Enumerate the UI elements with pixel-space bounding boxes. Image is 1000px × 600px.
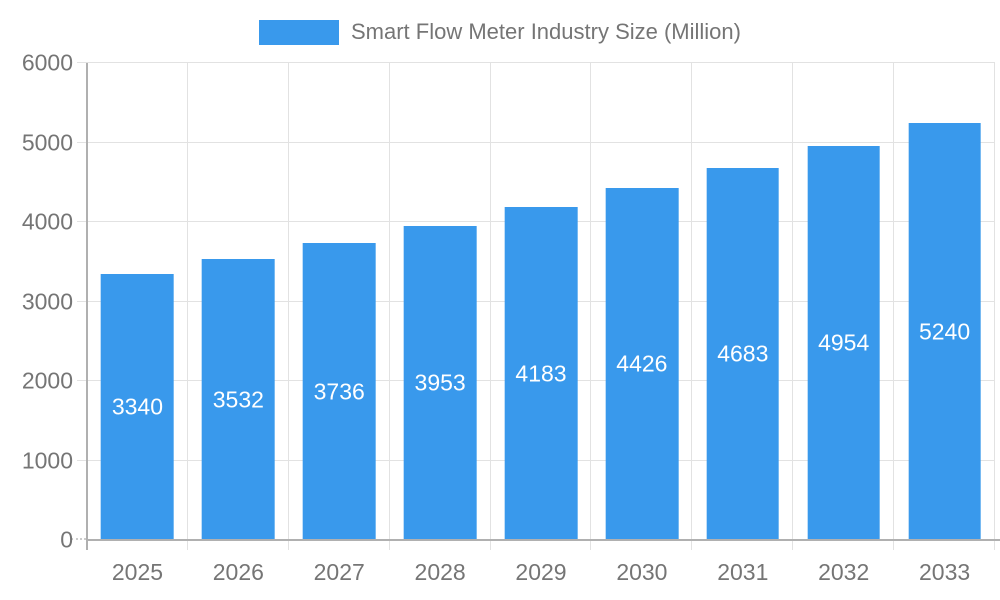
y-axis-line: [86, 63, 88, 550]
bar-2027[interactable]: 3736: [302, 243, 376, 540]
v-gridline: [893, 63, 895, 550]
y-axis-tick-label: 1000: [21, 447, 73, 474]
x-axis-tick-label: 2033: [918, 559, 971, 585]
category-2030: 4426 2030: [591, 63, 692, 585]
bar-series: 3340 2025 3532 2026 3736 2027 3953 2028 4183 2029…: [87, 63, 995, 585]
bar-value-label: 3953: [414, 369, 466, 396]
v-gridline: [186, 63, 188, 550]
x-axis-tick-label: 2027: [313, 559, 365, 585]
bar-value-label: 4426: [616, 350, 668, 377]
x-axis-tick-label: 2025: [111, 559, 164, 585]
chart-legend[interactable]: Smart Flow Meter Industry Size (Million): [0, 19, 1000, 45]
bar-value-label: 3340: [111, 393, 164, 420]
bar-2030[interactable]: 4426: [605, 188, 679, 540]
bar-value-label: 3532: [212, 386, 264, 413]
h-gridline: [77, 62, 995, 63]
bar-2031[interactable]: 4683: [706, 167, 780, 540]
y-axis-tick-label: 5000: [21, 129, 73, 155]
bar-value-label: 4683: [717, 340, 769, 367]
v-gridline: [792, 63, 794, 550]
y-axis-tick-label: 0: [60, 526, 73, 553]
x-axis-tick-label: 2030: [616, 559, 668, 585]
x-axis-tick-label: 2032: [818, 559, 870, 585]
bar-value-label: 3736: [313, 378, 365, 404]
category-2033: 5240 2033: [894, 63, 995, 585]
bar-value-label: 4183: [515, 360, 567, 387]
bar-value-label: 5240: [918, 318, 971, 345]
y-axis-tick-label: 3000: [21, 288, 73, 314]
category-2029: 4183 2029: [491, 63, 592, 585]
y-axis-tick-label: 6000: [21, 49, 73, 76]
v-gridline: [994, 63, 995, 550]
legend-color-swatch-icon: [259, 19, 339, 45]
category-2032: 4954 2032: [793, 63, 894, 585]
category-2031: 4683 2031: [692, 63, 793, 585]
legend-label: Smart Flow Meter Industry Size (Million): [351, 19, 741, 44]
bar-value-label: 4954: [818, 329, 870, 356]
category-2026: 3532 2026: [188, 63, 289, 585]
x-axis-tick-label: 2031: [717, 559, 769, 585]
v-gridline: [489, 63, 491, 550]
x-axis-line: [87, 539, 1000, 541]
v-gridline: [388, 63, 390, 550]
x-axis-tick-label: 2026: [212, 559, 264, 585]
y-axis-tick-label: 2000: [21, 367, 73, 394]
bar-2026[interactable]: 3532: [202, 259, 275, 540]
x-axis-tick-label: 2028: [414, 559, 466, 585]
v-gridline: [590, 63, 592, 550]
y-axis-tick-label: 4000: [21, 208, 73, 235]
category-2028: 3953 2028: [390, 63, 491, 585]
x-axis-tick-label: 2029: [515, 559, 567, 585]
zero-tick: [71, 538, 86, 540]
bar-2028[interactable]: 3953: [403, 225, 477, 540]
bar-2033[interactable]: 5240: [908, 123, 981, 540]
bar-2032[interactable]: 4954: [807, 146, 880, 540]
plot-area: 3340 2025 3532 2026 3736 2027 3953 2028 4183 2029…: [22, 50, 1000, 585]
h-gridline: [77, 141, 995, 143]
v-gridline: [287, 63, 289, 550]
category-2025: 3340 2025: [87, 63, 188, 585]
v-gridline: [691, 63, 693, 550]
bar-2025[interactable]: 3340: [101, 274, 174, 540]
bar-2029[interactable]: 4183: [504, 207, 578, 540]
category-2027: 3736 2027: [289, 63, 390, 585]
